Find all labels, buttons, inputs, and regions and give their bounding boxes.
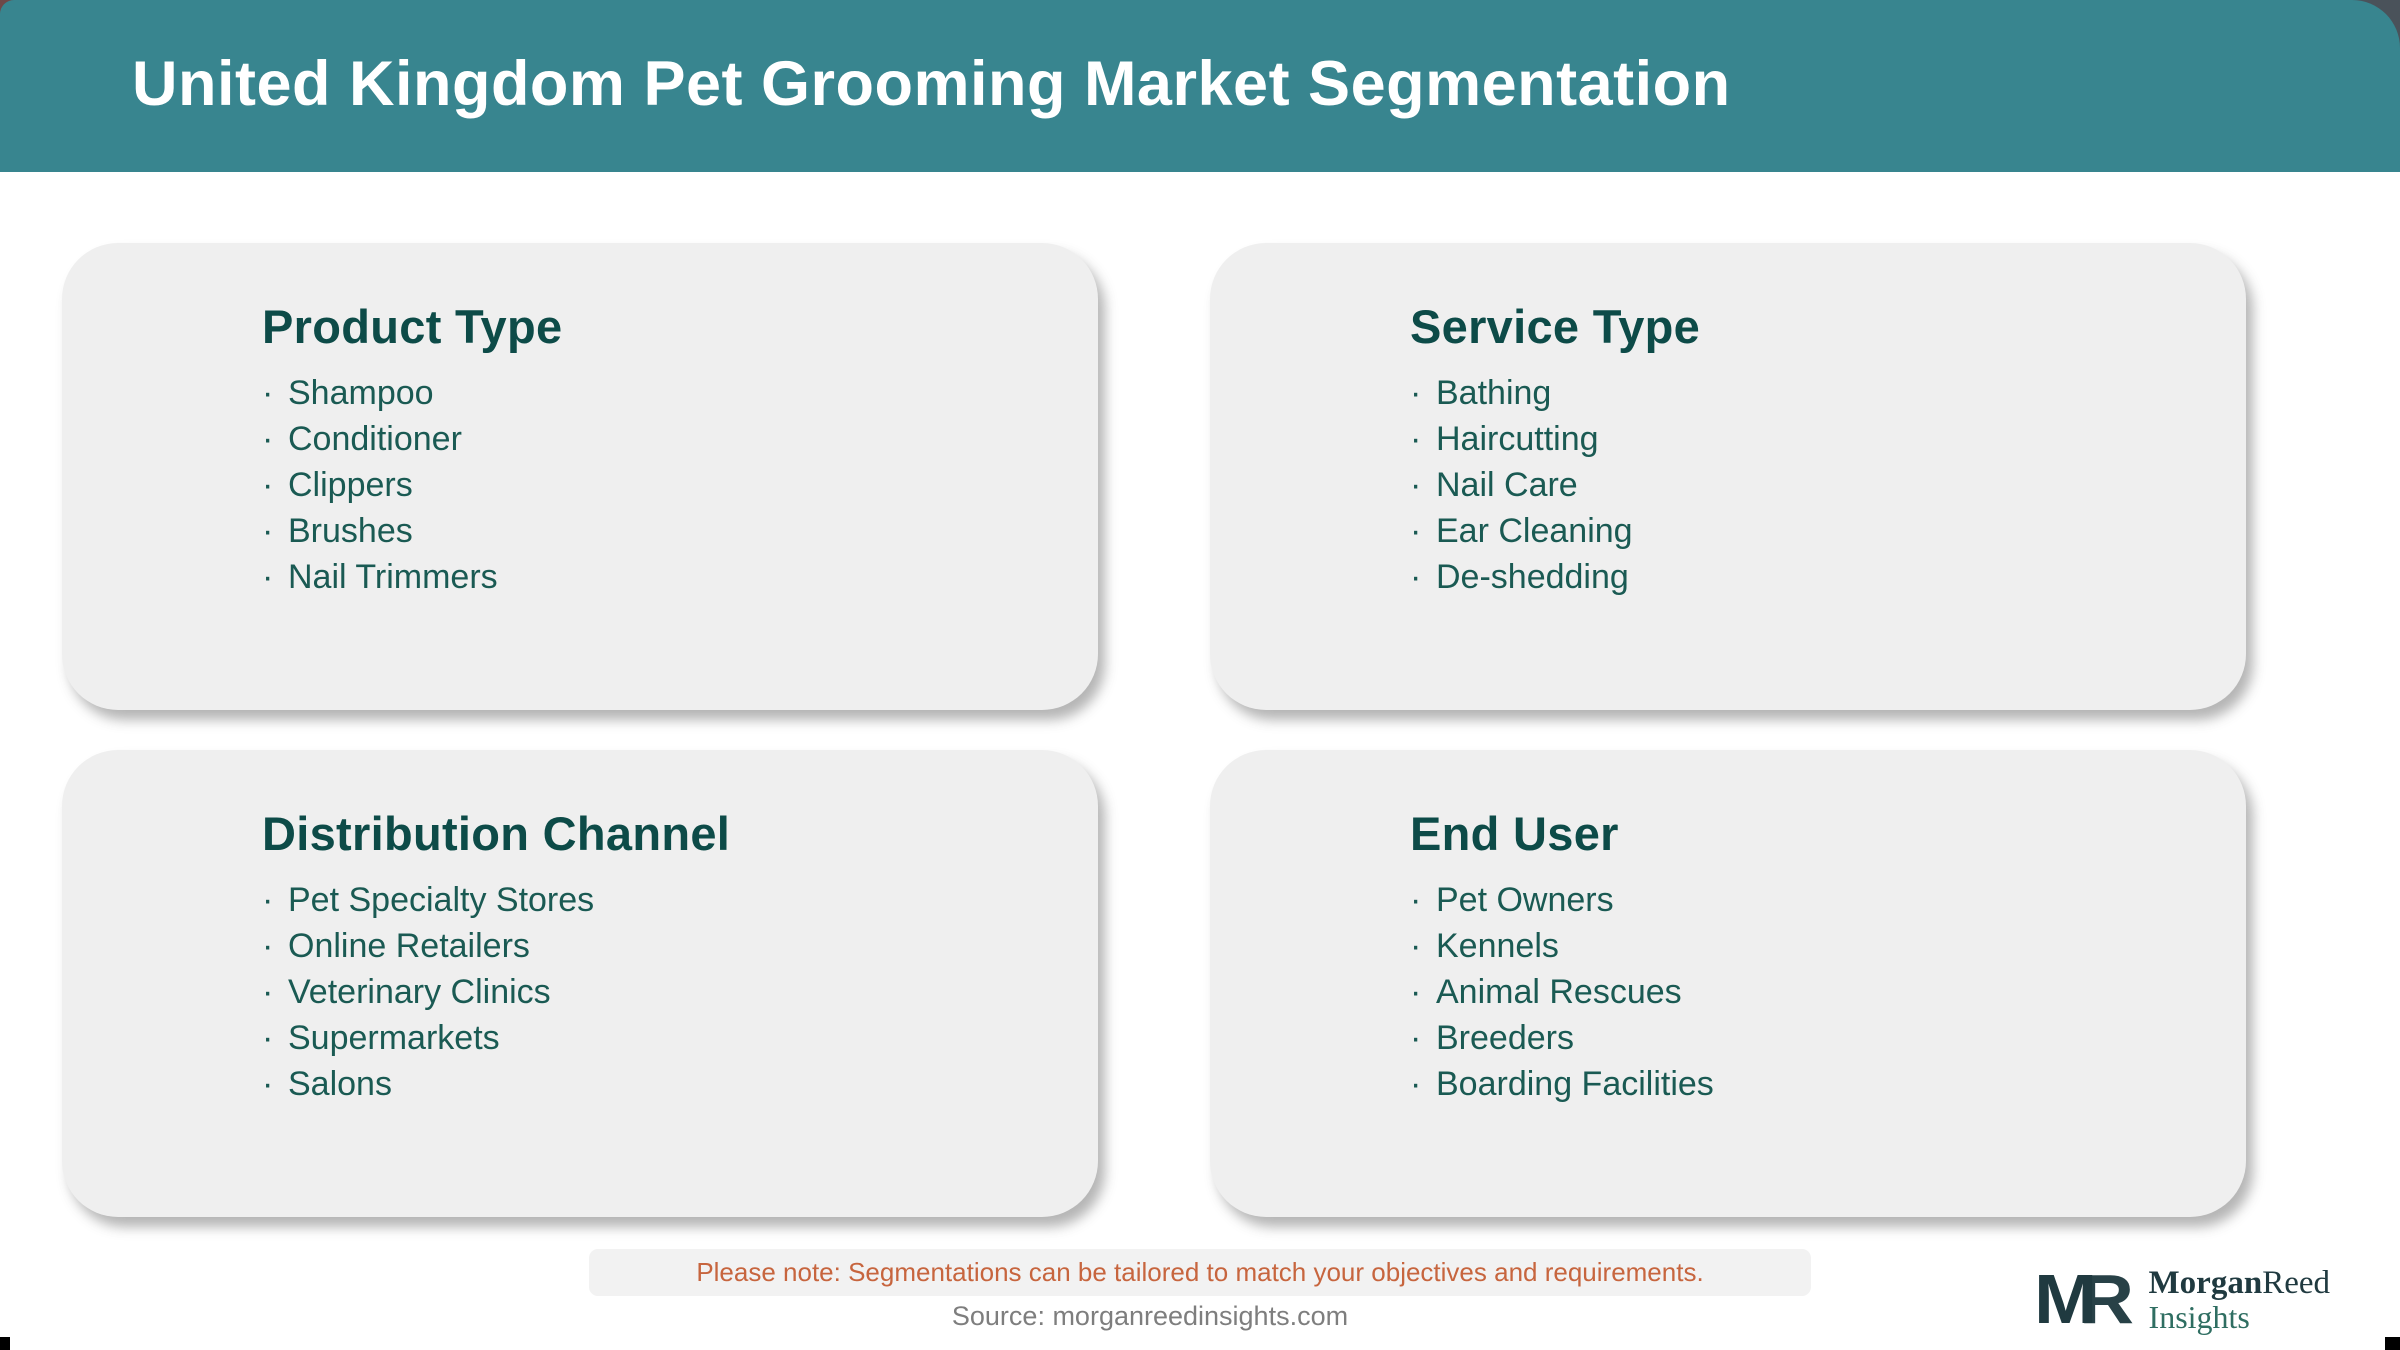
- bullet-dot: ·: [262, 466, 274, 504]
- list-item-label: Brushes: [288, 512, 413, 550]
- list-item: · Nail Trimmers: [262, 554, 1048, 600]
- bullet-dot: ·: [1410, 374, 1422, 412]
- bullet-dot: ·: [1410, 927, 1422, 965]
- segment-card: Product Type · Shampoo · Conditioner · Clippe…: [62, 243, 1098, 710]
- bullet-dot: ·: [1410, 558, 1422, 596]
- bullet-dot: ·: [1410, 1019, 1422, 1057]
- page-title: United Kingdom Pet Grooming Market Segme…: [132, 49, 1731, 119]
- bottom-left-edge-artifact: [0, 1337, 10, 1350]
- list-item: · Kennels: [1410, 923, 2196, 969]
- list-item-label: Haircutting: [1436, 420, 1599, 458]
- monogram-letter-r: R: [2079, 1260, 2134, 1339]
- list-item-label: Animal Rescues: [1436, 973, 1682, 1011]
- logo-tagline: Insights: [2148, 1298, 2250, 1335]
- bullet-dot: ·: [1410, 881, 1422, 919]
- list-item: · Breeders: [1410, 1015, 2196, 1061]
- list-item-label: Pet Specialty Stores: [288, 881, 595, 919]
- list-item: · Supermarkets: [262, 1015, 1048, 1061]
- card-list: · Bathing · Haircutting · Nail Care · Ear Clean…: [1410, 370, 2196, 600]
- source-text: Source: morganreedinsights.com: [951, 1301, 1349, 1331]
- logo-name-reed: Reed: [2262, 1264, 2330, 1301]
- card-list: · Pet Specialty Stores · Online Retailers · V…: [262, 877, 1048, 1107]
- list-item: · Pet Specialty Stores: [262, 877, 1048, 923]
- list-item-label: Pet Owners: [1436, 881, 1614, 919]
- card-list: · Pet Owners · Kennels · Animal Rescues · Breed…: [1410, 877, 2196, 1107]
- segment-card: End User · Pet Owners · Kennels · Animal Resc…: [1210, 750, 2246, 1217]
- bullet-dot: ·: [262, 374, 274, 412]
- bullet-dot: ·: [1410, 973, 1422, 1011]
- bullet-dot: ·: [1410, 420, 1422, 458]
- list-item: · Pet Owners: [1410, 877, 2196, 923]
- bullet-dot: ·: [262, 558, 274, 596]
- monogram-letter-m: M: [2034, 1260, 2097, 1339]
- list-item-label: Shampoo: [288, 374, 434, 412]
- list-item-label: Online Retailers: [288, 927, 530, 965]
- list-item-label: Veterinary Clinics: [288, 973, 551, 1011]
- list-item-label: Breeders: [1436, 1019, 1574, 1057]
- card-title: Product Type: [262, 300, 563, 353]
- bullet-dot: ·: [262, 881, 274, 919]
- card-title: Service Type: [1410, 300, 1701, 353]
- card-title: End User: [1410, 807, 1619, 860]
- morganreed-logo: MR MorganReed Insights: [2034, 1262, 2330, 1338]
- bullet-dot: ·: [262, 420, 274, 458]
- segmentation-cards-grid: Product Type · Shampoo · Conditioner · Clippe…: [62, 243, 2246, 1217]
- list-item: · Nail Care: [1410, 462, 2196, 508]
- note-banner: Please note: Segmentations can be tailor…: [589, 1249, 1811, 1296]
- list-item-label: Nail Care: [1436, 466, 1578, 504]
- list-item: · Salons: [262, 1061, 1048, 1107]
- list-item: · Bathing: [1410, 370, 2196, 416]
- bullet-dot: ·: [262, 512, 274, 550]
- list-item-label: Bathing: [1436, 374, 1552, 412]
- list-item: · Online Retailers: [262, 923, 1048, 969]
- logo-name-morgan: Morgan: [2148, 1264, 2263, 1301]
- mr-monogram-icon: MR: [2034, 1265, 2139, 1335]
- list-item-label: Supermarkets: [288, 1019, 500, 1057]
- segment-card: Service Type · Bathing · Haircutting · Nail C…: [1210, 243, 2246, 710]
- list-item: · Animal Rescues: [1410, 969, 2196, 1015]
- list-item: · Veterinary Clinics: [262, 969, 1048, 1015]
- bullet-dot: ·: [1410, 1065, 1422, 1103]
- logo-name: MorganReed: [2148, 1264, 2330, 1301]
- bullet-dot: ·: [262, 1019, 274, 1057]
- list-item-label: De-shedding: [1436, 558, 1629, 596]
- list-item: · De-shedding: [1410, 554, 2196, 600]
- header-band: United Kingdom Pet Grooming Market Segme…: [0, 0, 2400, 172]
- list-item-label: Salons: [288, 1065, 392, 1103]
- list-item-label: Clippers: [288, 466, 413, 504]
- logo-wordmark: MorganReed Insights: [2148, 1264, 2330, 1335]
- segment-card: Distribution Channel · Pet Specialty Stor…: [62, 750, 1098, 1217]
- card-title: Distribution Channel: [262, 807, 731, 860]
- list-item-label: Ear Cleaning: [1436, 512, 1633, 550]
- list-item: · Shampoo: [262, 370, 1048, 416]
- list-item-label: Nail Trimmers: [288, 558, 498, 596]
- list-item: · Conditioner: [262, 416, 1048, 462]
- list-item: · Boarding Facilities: [1410, 1061, 2196, 1107]
- list-item: · Ear Cleaning: [1410, 508, 2196, 554]
- bullet-dot: ·: [1410, 512, 1422, 550]
- bullet-dot: ·: [262, 927, 274, 965]
- bullet-dot: ·: [262, 1065, 274, 1103]
- list-item-label: Kennels: [1436, 927, 1559, 965]
- card-list: · Shampoo · Conditioner · Clippers · Brushes · Na…: [262, 370, 1048, 600]
- list-item: · Brushes: [262, 508, 1048, 554]
- list-item: · Clippers: [262, 462, 1048, 508]
- bullet-dot: ·: [262, 973, 274, 1011]
- list-item-label: Conditioner: [288, 420, 462, 458]
- list-item-label: Boarding Facilities: [1436, 1065, 1714, 1103]
- bullet-dot: ·: [1410, 466, 1422, 504]
- bottom-right-edge-artifact: [2385, 1337, 2400, 1350]
- list-item: · Haircutting: [1410, 416, 2196, 462]
